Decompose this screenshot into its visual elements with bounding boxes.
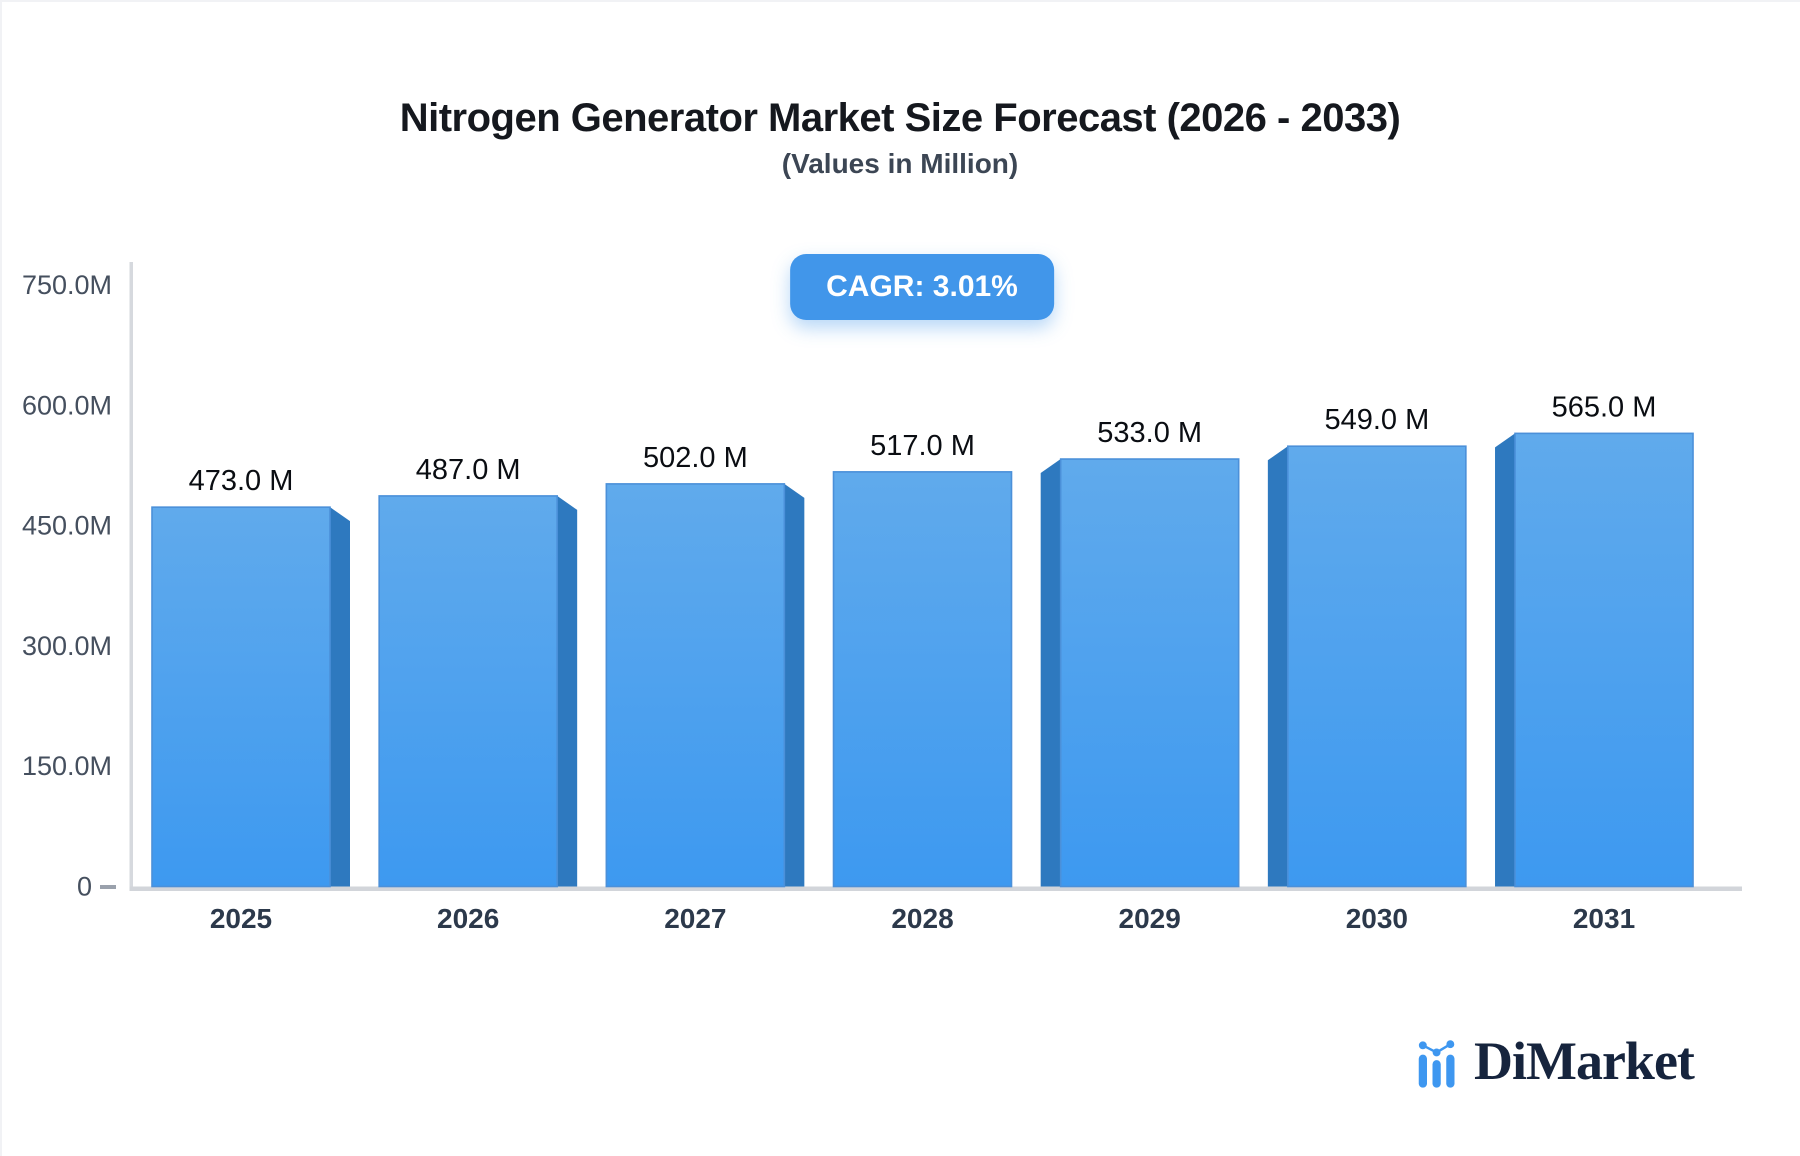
- y-axis-tick-label: 0: [77, 872, 92, 902]
- bar-side-2027[interactable]: [784, 483, 805, 887]
- bar-side-2025[interactable]: [330, 507, 350, 887]
- y-axis-tick-label: 150.0M: [22, 751, 112, 781]
- bar-value-label: 533.0 M: [1097, 417, 1202, 449]
- y-axis-tick-label: 600.0M: [22, 390, 112, 420]
- cagr-badge-label: CAGR: 3.01%: [826, 270, 1018, 303]
- x-axis-label: 2026: [437, 903, 499, 934]
- bar-side-2026[interactable]: [557, 495, 578, 887]
- y-axis-tick-label: 300.0M: [22, 631, 112, 661]
- x-axis-label: 2025: [210, 903, 272, 934]
- x-axis-label: 2028: [891, 903, 953, 934]
- bar-2030[interactable]: [1287, 445, 1467, 888]
- y-axis-tick-label: 450.0M: [22, 511, 112, 541]
- bar-value-label: 565.0 M: [1552, 391, 1657, 423]
- cagr-badge: CAGR: 3.01%: [790, 254, 1054, 320]
- bar-2031[interactable]: [1514, 432, 1694, 888]
- page-title: Nitrogen Generator Market Size Forecast …: [399, 96, 1401, 140]
- x-axis-line: [129, 886, 1742, 891]
- x-axis-label: 2030: [1346, 903, 1408, 934]
- bar-value-label: 502.0 M: [643, 442, 748, 474]
- chart-root: 0 150.0M 300.0M 450.0M 600.0M 750.0M 473.0 M 20…: [22, 262, 1742, 934]
- bar-side-2029[interactable]: [1040, 459, 1061, 887]
- x-axis-label: 2031: [1573, 903, 1635, 934]
- bar-side-2030[interactable]: [1267, 446, 1288, 887]
- bar-2025[interactable]: [151, 506, 331, 888]
- y-axis-line: [129, 262, 133, 891]
- bar-value-label: 473.0 M: [189, 465, 294, 497]
- bar-value-label: 549.0 M: [1324, 404, 1429, 436]
- bar-2028[interactable]: [832, 471, 1013, 888]
- y-axis-tick-label: 750.0M: [22, 270, 112, 300]
- brand-logo: DiMarket: [1416, 1031, 1695, 1091]
- x-axis-label: 2029: [1119, 903, 1181, 934]
- brand-logo-text: DiMarket: [1474, 1031, 1695, 1091]
- bar-value-label: 487.0 M: [416, 454, 521, 486]
- x-axis-label: 2027: [664, 903, 726, 934]
- bar-chart-trend-icon: [1418, 1040, 1455, 1088]
- bar-side-2031[interactable]: [1495, 433, 1516, 887]
- page-subtitle: (Values in Million): [781, 148, 1019, 179]
- bar-value-label: 517.0 M: [870, 430, 975, 462]
- bar-2027[interactable]: [605, 483, 786, 888]
- bar-2026[interactable]: [378, 495, 558, 888]
- zero-tick-mark: [100, 885, 116, 889]
- bar-2029[interactable]: [1059, 458, 1240, 888]
